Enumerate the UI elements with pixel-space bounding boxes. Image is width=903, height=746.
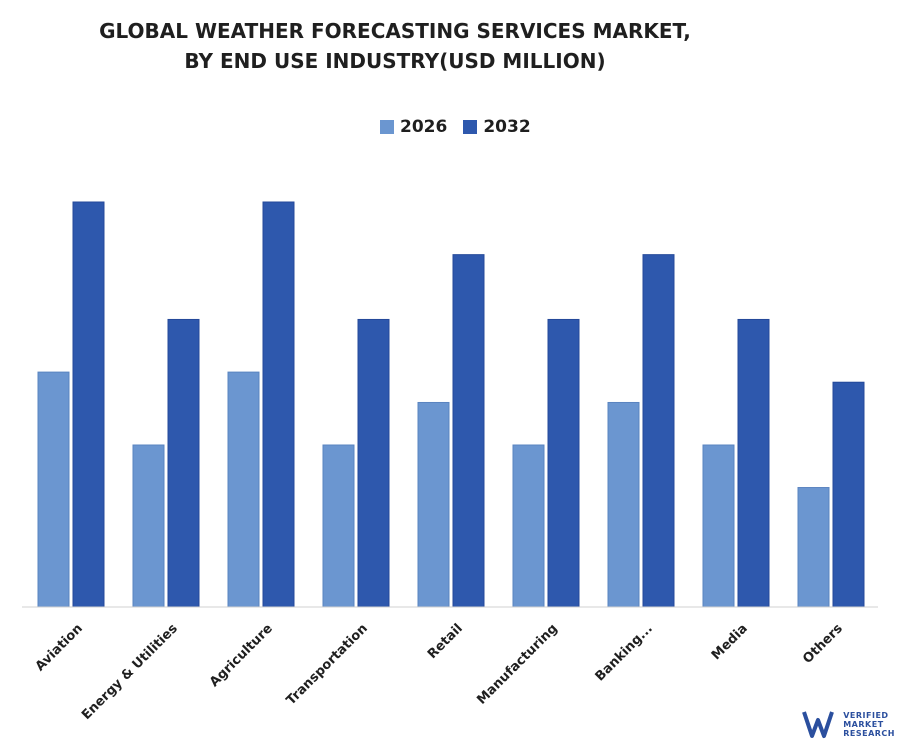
bar-2026-media: [702, 444, 735, 608]
bar-2026-retail: [417, 401, 450, 608]
bar-2032-agriculture: [262, 201, 295, 608]
chart-title-line-1: GLOBAL WEATHER FORECASTING SERVICES MARK…: [99, 19, 691, 43]
bar-2026-aviation: [37, 371, 70, 608]
legend-label-2032: 2032: [483, 117, 531, 137]
bar-2032-energy-utilities: [167, 318, 200, 608]
legend-item-2026: 2026: [380, 117, 447, 137]
bar-2026-manufacturing: [512, 444, 545, 608]
watermark-line-2: MARKET: [843, 719, 884, 729]
category-label: Energy & Utilities: [79, 621, 181, 723]
bar-2032-transportation: [357, 318, 390, 608]
watermark-line-3: RESEARCH: [843, 728, 895, 738]
bar-2032-media: [737, 318, 770, 608]
bar-2026-transportation: [322, 444, 355, 608]
watermark-text: VERIFIED MARKET RESEARCH: [843, 711, 895, 738]
legend-swatch-2026: [380, 120, 394, 134]
bar-2032-retail: [452, 254, 485, 608]
category-label: Manufacturing: [474, 621, 560, 707]
watermark: VERIFIED MARKET RESEARCH: [802, 708, 895, 740]
chart-title: GLOBAL WEATHER FORECASTING SERVICES MARK…: [0, 16, 790, 76]
bar-2032-aviation: [72, 201, 105, 608]
bar-2026-others: [797, 487, 830, 608]
bar-2026-agriculture: [227, 371, 260, 608]
bar-2032-banking-: [642, 254, 675, 608]
watermark-line-1: VERIFIED: [843, 710, 889, 720]
bars-group: [37, 201, 865, 608]
category-label: Agriculture: [207, 621, 276, 690]
category-label: Aviation: [33, 621, 86, 674]
category-label: Transportation: [284, 621, 371, 708]
bar-2032-others: [832, 381, 865, 608]
category-label: Retail: [425, 621, 466, 662]
legend: 2026 2032: [380, 117, 547, 137]
chart-title-line-2: BY END USE INDUSTRY(USD MILLION): [184, 49, 606, 73]
category-label: Media: [709, 621, 751, 663]
category-label: Banking...: [593, 621, 656, 684]
vmr-logo-icon: [802, 711, 835, 738]
bar-2026-energy-utilities: [132, 444, 165, 608]
legend-item-2032: 2032: [463, 117, 531, 137]
bar-2026-banking-: [607, 401, 640, 608]
legend-swatch-2032: [463, 120, 478, 134]
legend-label-2026: 2026: [400, 117, 448, 137]
bar-2032-manufacturing: [547, 318, 580, 608]
category-label: Others: [800, 621, 846, 667]
